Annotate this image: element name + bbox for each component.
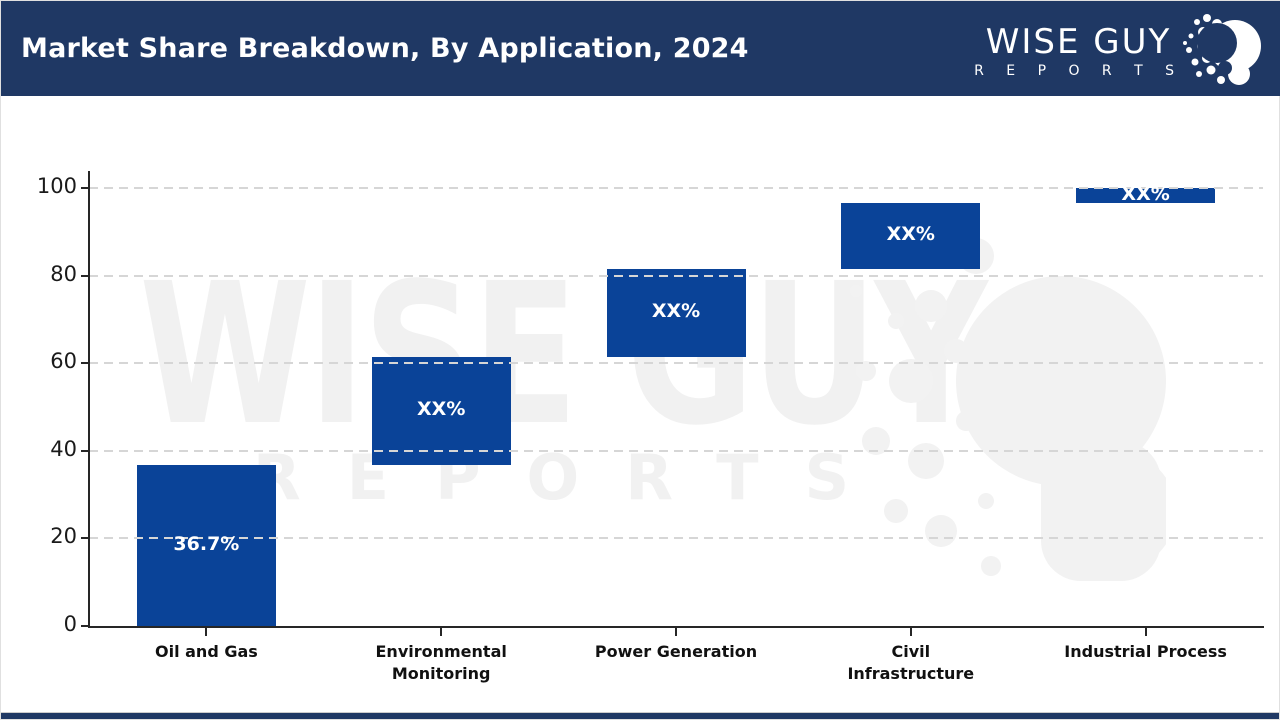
x-tick-mark-2 bbox=[440, 628, 443, 636]
y-tick-label-40: 40 bbox=[50, 436, 77, 461]
x-category-label-5: Industrial Process bbox=[1064, 642, 1227, 661]
bar-value-label: XX% bbox=[417, 397, 466, 420]
y-tick-mark-80 bbox=[81, 274, 89, 277]
footer-bar bbox=[1, 713, 1279, 719]
brand-logo-text: WISE GUY R E P O R T S bbox=[974, 22, 1183, 79]
brand-face-icon bbox=[1183, 14, 1261, 85]
x-axis-line bbox=[88, 626, 1264, 628]
brand-name: WISE GUY bbox=[985, 22, 1172, 62]
bar-industrial-process bbox=[1076, 188, 1216, 204]
y-tick-label-80: 80 bbox=[50, 261, 77, 286]
x-category-label-4: Civil Infrastructure bbox=[847, 642, 975, 683]
bar-value-label: XX% bbox=[1121, 182, 1170, 205]
y-tick-label-0: 0 bbox=[63, 612, 77, 636]
x-tick-mark-1 bbox=[205, 628, 208, 636]
x-category-label-2: Environmental Monitoring bbox=[375, 642, 507, 683]
gridline-100 bbox=[89, 187, 1263, 189]
chart-title: Market Share Breakdown, By Application, … bbox=[21, 33, 749, 64]
bar-civil-infrastructure bbox=[841, 203, 981, 270]
y-tick-label-20: 20 bbox=[50, 524, 77, 549]
bar-power-generation bbox=[606, 269, 746, 357]
bar-value-label: 36.7% bbox=[173, 532, 240, 555]
gridline-40 bbox=[89, 449, 1263, 452]
bar-value-label: XX% bbox=[651, 299, 701, 322]
x-tick-mark-5 bbox=[1144, 628, 1147, 636]
watermark-text-line2: REPORTS bbox=[253, 441, 896, 514]
y-axis-line bbox=[88, 171, 90, 628]
y-tick-mark-100 bbox=[81, 187, 89, 189]
brand-logo: WISE GUY R E P O R T S bbox=[974, 5, 1267, 93]
gridline-80 bbox=[89, 274, 1263, 277]
brand-subtitle: R E P O R T S bbox=[974, 62, 1183, 79]
y-tick-label-100: 100 bbox=[36, 174, 77, 198]
y-tick-mark-60 bbox=[81, 362, 89, 365]
header-bar: Market Share Breakdown, By Application, … bbox=[1, 1, 1280, 96]
x-category-label-3: Power Generation bbox=[594, 642, 758, 661]
x-tick-mark-3 bbox=[675, 628, 677, 636]
y-tick-mark-0 bbox=[81, 625, 89, 627]
y-tick-mark-20 bbox=[81, 537, 89, 540]
bar-oil-and-gas bbox=[136, 465, 276, 626]
bar-environmental-monitoring bbox=[371, 356, 511, 466]
y-tick-mark-40 bbox=[81, 449, 89, 452]
gridline-60 bbox=[89, 362, 1263, 365]
x-category-label-1: Oil and Gas bbox=[154, 642, 258, 661]
y-tick-label-60: 60 bbox=[50, 349, 77, 374]
watermark-text-line1: WISE GUY bbox=[139, 241, 988, 468]
bottom-divider bbox=[1, 712, 1279, 713]
gridline-20 bbox=[89, 537, 1263, 540]
bar-value-label: XX% bbox=[886, 223, 935, 246]
x-tick-mark-4 bbox=[909, 628, 912, 636]
